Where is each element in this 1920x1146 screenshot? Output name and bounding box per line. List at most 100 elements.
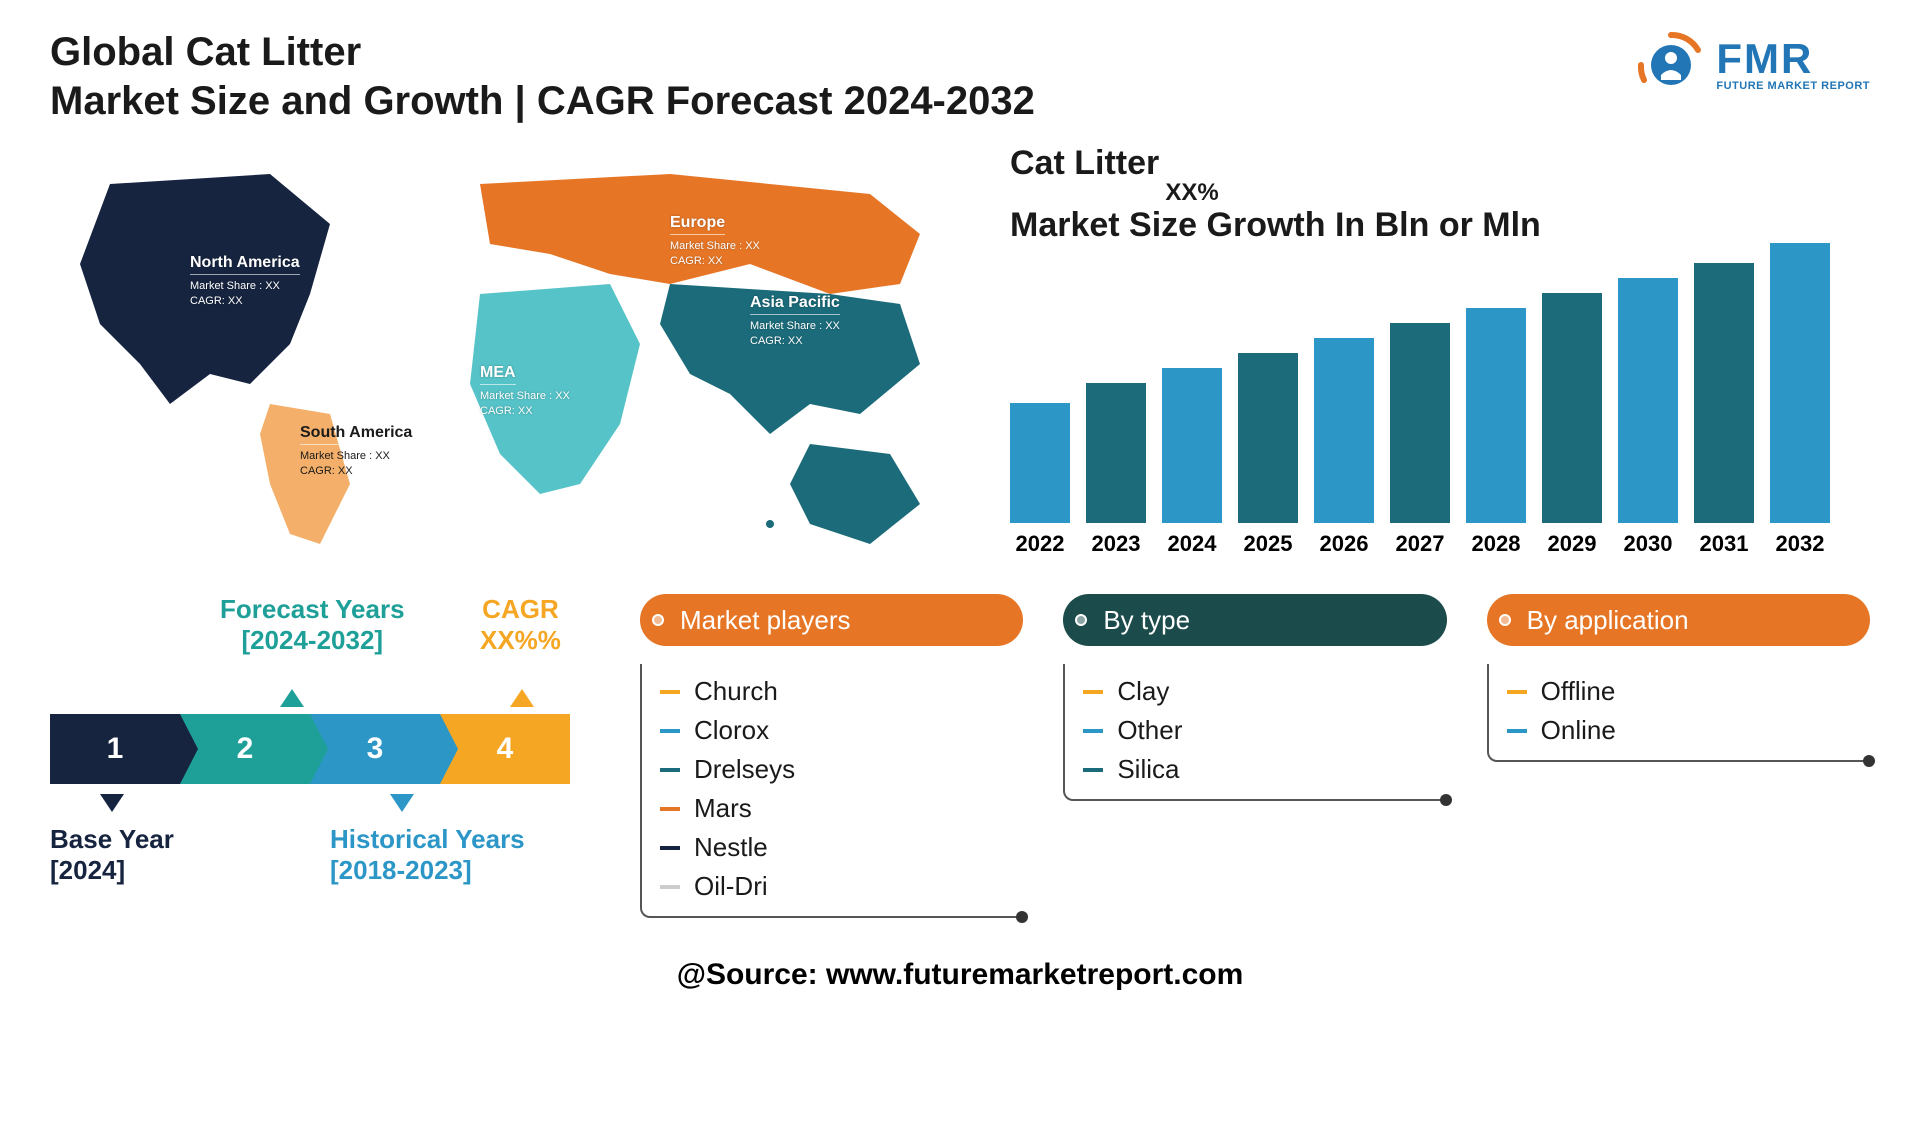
bar [1162,368,1222,523]
bar-year-label: 2029 [1548,531,1597,557]
bar-year-label: 2028 [1472,531,1521,557]
forecast-label: Forecast Years [2024-2032] [220,594,405,656]
bar-year-label: 2027 [1396,531,1445,557]
bar-year-label: 2025 [1244,531,1293,557]
pill-list: ChurchCloroxDrelseysMarsNestleOil-Dri [640,664,1023,918]
tick-icon [660,768,680,772]
tick-icon [660,885,680,889]
list-item: Online [1507,711,1860,750]
category-column: Market players ChurchCloroxDrelseysMarsNe… [640,594,1023,918]
bar [1314,338,1374,523]
arrow-up-icon [510,689,534,707]
bar-year-label: 2032 [1776,531,1825,557]
title-line1: Global Cat Litter [50,30,1636,75]
timeline: Forecast Years [2024-2032] CAGR XX%% 123… [50,594,610,914]
list-item: Oil-Dri [660,867,1013,906]
tick-icon [660,807,680,811]
category-column: By type ClayOtherSilica [1063,594,1446,918]
bar [1618,278,1678,523]
arrow-down-icon [100,794,124,812]
bar [1694,263,1754,523]
tick-icon [1507,690,1527,694]
bar-group: 2027 [1390,323,1450,557]
bar-group: 2029 [1542,293,1602,557]
tick-icon [1083,768,1103,772]
base-year-label: Base Year [2024] [50,824,174,886]
list-item: Church [660,672,1013,711]
historical-label: Historical Years [2018-2023] [330,824,525,886]
arrow-down-icon [390,794,414,812]
pill-header: By application [1487,594,1870,646]
bar [1390,323,1450,523]
tick-icon [1507,729,1527,733]
title-line2: Market Size and Growth | CAGR Forecast 2… [50,79,1636,124]
category-column: By application OfflineOnline [1487,594,1870,918]
dot-icon [1499,614,1511,626]
fmr-logo: FMR FUTURE MARKET REPORT [1636,30,1870,100]
map-region-label: South AmericaMarket Share : XXCAGR: XX [300,424,412,480]
globe-person-icon [1636,30,1706,100]
bar-group: 2028 [1466,308,1526,557]
list-item: Mars [660,789,1013,828]
bar-group: 2022 [1010,403,1070,557]
list-item: Clorox [660,711,1013,750]
list-item: Silica [1083,750,1436,789]
tick-icon [660,729,680,733]
bar-group: 2031 [1694,263,1754,557]
map-region-label: Asia PacificMarket Share : XXCAGR: XX [750,294,840,350]
map-region-label: EuropeMarket Share : XXCAGR: XX [670,214,760,270]
logo-subtitle: FUTURE MARKET REPORT [1716,80,1870,92]
bar-year-label: 2030 [1624,531,1673,557]
bar-group: XX%2024 [1162,368,1222,557]
bar-group: XX%2032 [1770,243,1830,557]
dot-icon [1075,614,1087,626]
bar-year-label: 2024 [1168,531,1217,557]
timeline-bar: 1234 [50,714,570,784]
bar-year-label: 2026 [1320,531,1369,557]
map-svg [50,144,950,564]
tick-icon [1083,729,1103,733]
timeline-segment: 1 [50,714,180,784]
timeline-segment: 4 [440,714,570,784]
bar-chart-section: Cat Litter Market Size Growth In Bln or … [990,144,1870,564]
list-item: Drelseys [660,750,1013,789]
bar [1542,293,1602,523]
list-item: Offline [1507,672,1860,711]
source-attribution: @Source: www.futuremarketreport.com [50,958,1870,992]
tick-icon [660,846,680,850]
pill-list: OfflineOnline [1487,664,1870,762]
bar-group: 2026 [1314,338,1374,557]
list-item: Other [1083,711,1436,750]
cagr-label: CAGR XX%% [480,594,561,656]
timeline-segment: 3 [310,714,440,784]
map-region-label: North AmericaMarket Share : XXCAGR: XX [190,254,300,310]
bar-year-label: 2023 [1092,531,1141,557]
category-columns: Market players ChurchCloroxDrelseysMarsNe… [640,594,1870,918]
bar [1466,308,1526,523]
dot-icon [652,614,664,626]
bar-group: 2025 [1238,353,1298,557]
bar [1770,243,1830,523]
list-item: Clay [1083,672,1436,711]
pill-header: Market players [640,594,1023,646]
bar [1010,403,1070,523]
list-item: Nestle [660,828,1013,867]
bar-chart: 2022 2023 XX%2024 2025 2026 2027 2028 2029 2030 2… [1010,257,1870,557]
page-title: Global Cat Litter Market Size and Growth… [50,30,1636,124]
arrow-up-icon [280,689,304,707]
tick-icon [1083,690,1103,694]
tick-icon [660,690,680,694]
bar-group: 2023 [1086,383,1146,557]
logo-text: FMR [1716,38,1870,80]
bar-annotation: XX% [1165,179,1218,207]
chart-title: Cat Litter [1010,144,1870,183]
pill-header: By type [1063,594,1446,646]
pill-list: ClayOtherSilica [1063,664,1446,801]
chart-subtitle: Market Size Growth In Bln or Mln [1010,203,1870,247]
bar [1238,353,1298,523]
bar [1086,383,1146,523]
timeline-segment: 2 [180,714,310,784]
map-region-label: MEAMarket Share : XXCAGR: XX [480,364,570,420]
bar-year-label: 2031 [1700,531,1749,557]
bar-group: 2030 [1618,278,1678,557]
